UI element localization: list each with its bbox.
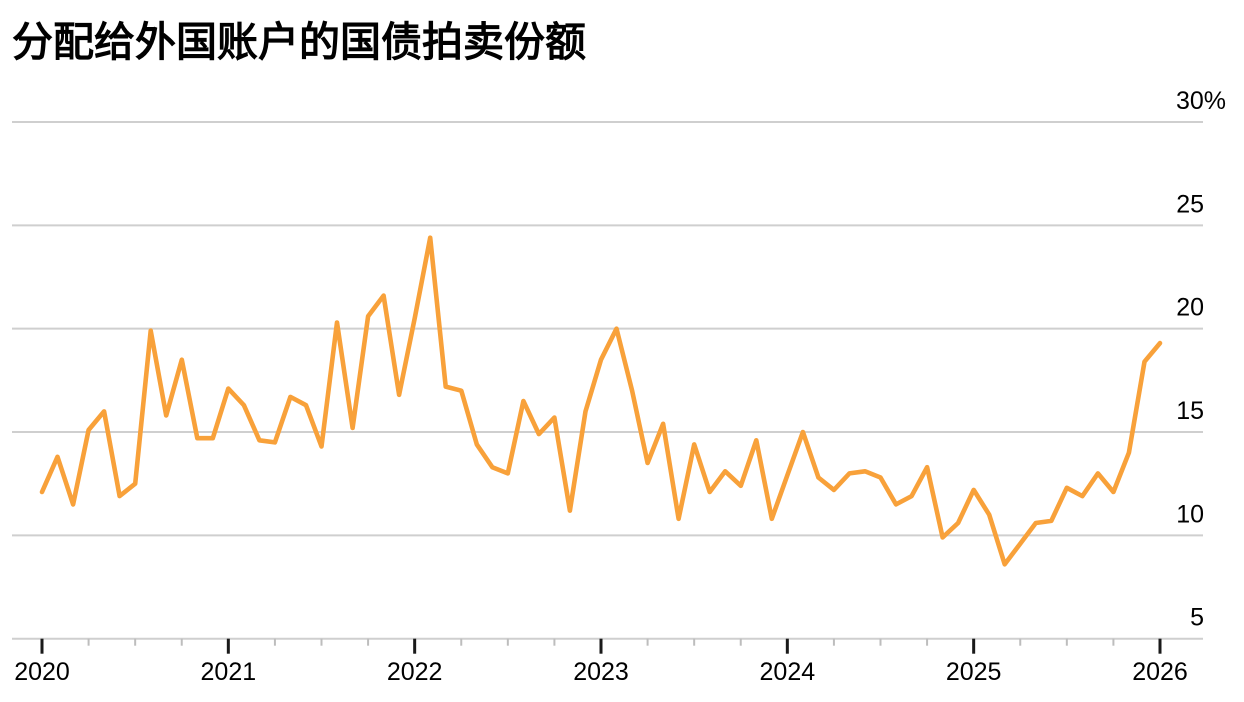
x-axis-label: 2020 [14,658,70,686]
x-axis-label: 2023 [573,658,629,686]
x-axis-label: 2026 [1132,658,1188,686]
y-axis-label: 10 [1176,500,1204,528]
data-line-foreign-share [39,235,1163,567]
y-axis-label: 30% [1176,87,1226,115]
y-axis-label: 25 [1176,190,1204,218]
x-axis-label: 2021 [201,658,257,686]
chart-title: 分配给外国账户的国债拍卖份额 [12,19,586,65]
y-axis-label: 15 [1176,397,1204,425]
y-axis-label: 20 [1176,294,1204,322]
y-axis-label: 5 [1190,604,1204,632]
x-axis-label: 2024 [760,658,816,686]
x-axis-label: 2025 [946,658,1002,686]
x-axis-label: 2022 [387,658,443,686]
